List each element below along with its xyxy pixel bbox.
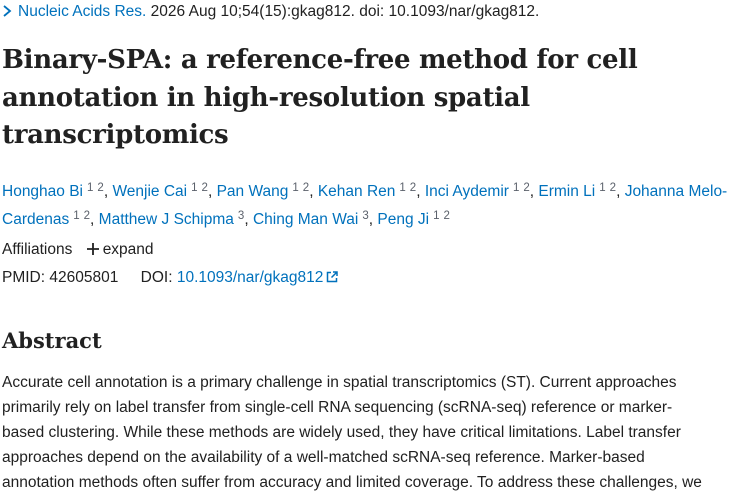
author-link[interactable]: Matthew J Schipma <box>98 211 234 228</box>
identifiers: PMID: 42605801 DOI: 10.1093/nar/gkag812 <box>2 269 339 287</box>
journal-link[interactable]: Nucleic Acids Res. <box>18 3 147 20</box>
author-link[interactable]: Pan Wang <box>216 183 289 200</box>
abstract-line: approaches depend on the availability of… <box>2 449 645 466</box>
doi: 10.1093/nar/gkag812 <box>176 269 324 286</box>
abstract-line: Accurate cell annotation is a primary ch… <box>2 374 677 391</box>
doi-label: DOI: <box>140 269 173 286</box>
affiliation-number[interactable]: 3 <box>237 210 245 222</box>
affiliation-number[interactable]: 2 <box>523 182 530 194</box>
author-link[interactable]: Wenjie Cai <box>112 183 188 200</box>
author: Ermin Li 1 2, <box>538 182 621 200</box>
separator: , <box>309 183 314 200</box>
expand-label: expand <box>102 241 154 258</box>
abstract-line: based clustering. While these methods ar… <box>2 424 681 441</box>
affiliation-number[interactable]: 2 <box>97 182 104 194</box>
author-link[interactable]: Ching Man Wai <box>252 211 359 228</box>
author-link[interactable]: Honghao Bi <box>2 183 84 200</box>
expand-button[interactable]: expand <box>86 241 154 258</box>
separator: , <box>244 211 249 228</box>
author: Wenjie Cai 1 2, <box>112 182 213 200</box>
pmid: 42605801 <box>49 269 119 286</box>
separator: , <box>368 211 374 228</box>
separator: , <box>529 183 535 200</box>
affiliation-number[interactable]: 1 <box>399 182 406 194</box>
citation: Nucleic Acids Res. 2026 Aug 10;54(15):gk… <box>2 3 539 21</box>
author: Peng Ji 1 2 <box>377 210 450 228</box>
author-link[interactable]: Peng Ji <box>377 211 430 228</box>
affiliation-number[interactable]: 1 <box>73 210 80 222</box>
author: Ching Man Wai 3, <box>252 210 374 228</box>
pmid-label: PMID: <box>2 269 46 286</box>
citation-details: 2026 Aug 10;54(15):gkag812. doi: 10.1093… <box>150 3 540 20</box>
affiliation-number[interactable]: 2 <box>609 182 617 194</box>
separator: , <box>616 183 621 200</box>
abstract-line: primarily rely on label transfer from si… <box>2 399 673 416</box>
affiliation-number[interactable]: 1 <box>292 182 299 194</box>
chevron-icon <box>3 5 12 17</box>
affiliation-number[interactable]: 2 <box>302 182 310 194</box>
separator: , <box>416 183 421 200</box>
abstract-line: annotation methods often suffer from acc… <box>2 474 702 491</box>
affiliations-label: Affiliations <box>2 241 73 258</box>
plus-icon <box>86 243 99 255</box>
author: Johanna Melo-Cardenas 1 2, <box>2 183 727 228</box>
author-link[interactable]: Kehan Ren <box>317 183 396 200</box>
author: Honghao Bi 1 2, <box>2 182 109 200</box>
affiliation-number[interactable]: 1 <box>599 182 606 194</box>
title-line: transcriptomics <box>2 120 229 150</box>
affiliation-number[interactable]: 1 <box>87 182 94 194</box>
affiliation-number[interactable]: 2 <box>443 210 450 222</box>
title-line: Binary-SPA: a reference-free method for … <box>2 45 638 75</box>
author-link[interactable]: Johanna Melo-Cardenas <box>2 183 728 228</box>
separator: , <box>103 183 109 200</box>
external-link-icon <box>327 271 339 283</box>
affiliation-number[interactable]: 1 <box>191 182 198 194</box>
affiliation-number[interactable]: 2 <box>83 210 91 222</box>
author: Kehan Ren 1 2, <box>317 182 421 200</box>
article-title: Binary-SPA: a reference-free method for … <box>2 42 638 155</box>
affiliation-numbers: 3 <box>362 210 368 222</box>
affiliation-number[interactable]: 2 <box>201 182 208 194</box>
separator: , <box>90 211 95 228</box>
author: Matthew J Schipma 3, <box>98 210 249 228</box>
abstract-heading: Abstract <box>2 328 102 353</box>
doi-link[interactable]: 10.1093/nar/gkag812 <box>177 269 339 286</box>
affiliation-number[interactable]: 2 <box>409 182 417 194</box>
affiliations: Affiliations expand <box>2 241 154 259</box>
abstract-text: Accurate cell annotation is a primary ch… <box>2 370 702 495</box>
affiliation-number[interactable]: 3 <box>362 210 369 222</box>
author: Inci Aydemir 1 2, <box>424 182 535 200</box>
author-link[interactable]: Inci Aydemir <box>424 183 509 200</box>
title-line: annotation in high-resolution spatial <box>2 82 530 113</box>
author-link[interactable]: Ermin Li <box>538 183 596 200</box>
author: Pan Wang 1 2, <box>216 182 314 200</box>
affiliation-numbers: 3 <box>238 210 244 222</box>
affiliation-number[interactable]: 1 <box>433 210 440 222</box>
author-list: Honghao Bi 1 2, Wenjie Cai 1 2, Pan Wang 1 2, … <box>2 176 737 232</box>
separator: , <box>207 183 213 200</box>
affiliation-number[interactable]: 1 <box>512 182 520 194</box>
